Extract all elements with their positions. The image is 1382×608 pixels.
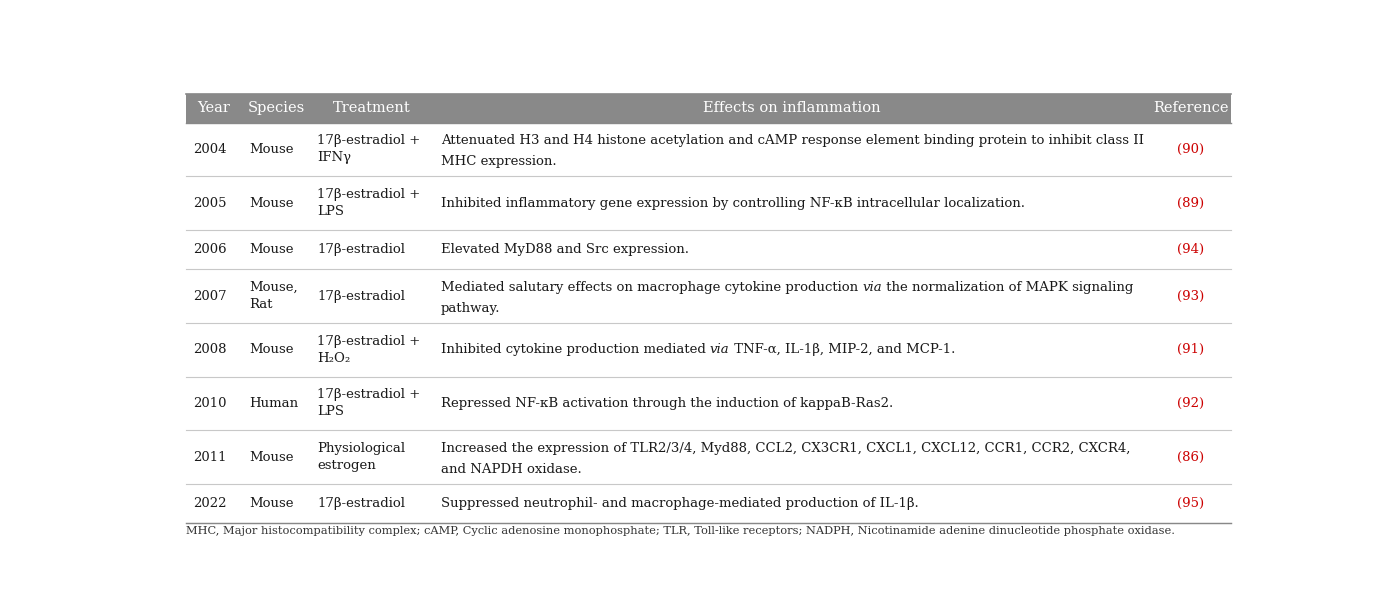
Text: via: via — [710, 344, 730, 356]
Text: MHC expression.: MHC expression. — [441, 155, 557, 168]
Bar — [185, 230, 1231, 269]
Text: the normalization of MAPK signaling: the normalization of MAPK signaling — [882, 280, 1133, 294]
Bar — [185, 94, 1231, 123]
Text: Reference: Reference — [1153, 102, 1229, 116]
Bar — [185, 484, 1231, 523]
Text: pathway.: pathway. — [441, 302, 500, 315]
Text: (92): (92) — [1177, 397, 1204, 410]
Text: 2022: 2022 — [193, 497, 227, 510]
Text: Physiological
estrogen: Physiological estrogen — [318, 442, 406, 472]
Text: 2011: 2011 — [193, 451, 227, 464]
Text: Species: Species — [247, 102, 304, 116]
Text: Mouse: Mouse — [250, 196, 294, 210]
Text: 17β-estradiol: 17β-estradiol — [318, 243, 405, 256]
Text: Increased the expression of TLR2/3/4, Myd88, CCL2, CX3CR1, CXCL1, CXCL12, CCR1, : Increased the expression of TLR2/3/4, My… — [441, 441, 1130, 455]
Text: 17β-estradiol: 17β-estradiol — [318, 497, 405, 510]
Text: Inhibited cytokine production mediated: Inhibited cytokine production mediated — [441, 344, 710, 356]
Text: Repressed NF-κB activation through the induction of kappaB-Ras2.: Repressed NF-κB activation through the i… — [441, 397, 893, 410]
Text: 2010: 2010 — [193, 397, 227, 410]
Text: Suppressed neutrophil- and macrophage-mediated production of IL-1β.: Suppressed neutrophil- and macrophage-me… — [441, 497, 919, 510]
Text: and NAPDH oxidase.: and NAPDH oxidase. — [441, 463, 582, 476]
Text: Attenuated H3 and H4 histone acetylation and cAMP response element binding prote: Attenuated H3 and H4 histone acetylation… — [441, 134, 1144, 147]
Text: Mouse: Mouse — [250, 344, 294, 356]
Text: 2007: 2007 — [193, 289, 227, 303]
Text: 17β-estradiol +
IFNγ: 17β-estradiol + IFNγ — [318, 134, 420, 165]
Text: Mouse: Mouse — [250, 243, 294, 256]
Text: 2008: 2008 — [193, 344, 227, 356]
Text: TNF-α, IL-1β, MIP-2, and MCP-1.: TNF-α, IL-1β, MIP-2, and MCP-1. — [730, 344, 955, 356]
Text: (91): (91) — [1177, 344, 1204, 356]
Text: Mouse: Mouse — [250, 143, 294, 156]
Text: via: via — [862, 280, 882, 294]
Text: 17β-estradiol +
LPS: 17β-estradiol + LPS — [318, 389, 420, 418]
Text: (90): (90) — [1177, 143, 1204, 156]
Text: 2006: 2006 — [193, 243, 227, 256]
Text: Mouse: Mouse — [250, 451, 294, 464]
Text: (93): (93) — [1177, 289, 1204, 303]
Text: Treatment: Treatment — [333, 102, 410, 116]
Text: 2004: 2004 — [193, 143, 227, 156]
Text: Human: Human — [250, 397, 299, 410]
Text: Mouse,
Rat: Mouse, Rat — [250, 281, 299, 311]
Text: Elevated MyD88 and Src expression.: Elevated MyD88 and Src expression. — [441, 243, 688, 256]
Text: Mouse: Mouse — [250, 497, 294, 510]
Text: 2005: 2005 — [193, 196, 227, 210]
Text: Inhibited inflammatory gene expression by controlling NF-κB intracellular locali: Inhibited inflammatory gene expression b… — [441, 196, 1025, 210]
Text: (89): (89) — [1177, 196, 1204, 210]
Text: 17β-estradiol: 17β-estradiol — [318, 289, 405, 303]
Text: MHC, Major histocompatibility complex; cAMP, Cyclic adenosine monophosphate; TLR: MHC, Major histocompatibility complex; c… — [185, 526, 1175, 536]
Text: (94): (94) — [1177, 243, 1204, 256]
Text: Effects on inflammation: Effects on inflammation — [703, 102, 880, 116]
Text: Mediated salutary effects on macrophage cytokine production: Mediated salutary effects on macrophage … — [441, 280, 862, 294]
Text: (86): (86) — [1177, 451, 1204, 464]
Text: Year: Year — [198, 102, 231, 116]
Text: (95): (95) — [1177, 497, 1204, 510]
Text: 17β-estradiol +
H₂O₂: 17β-estradiol + H₂O₂ — [318, 335, 420, 365]
Text: 17β-estradiol +
LPS: 17β-estradiol + LPS — [318, 188, 420, 218]
